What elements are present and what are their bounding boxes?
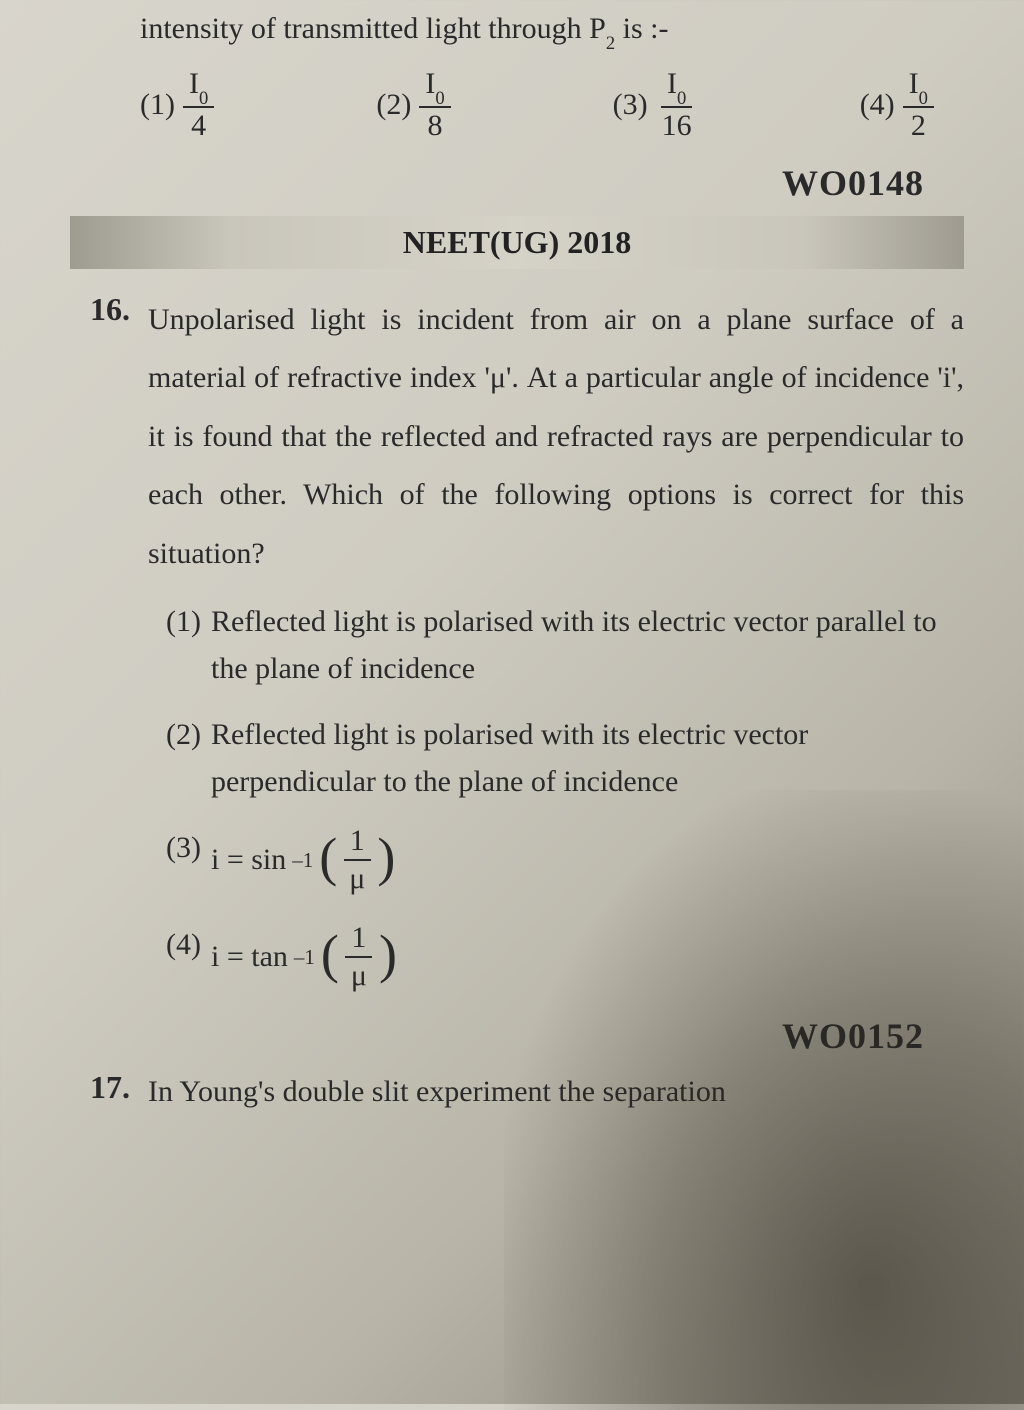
- left-paren-icon: (: [319, 836, 337, 879]
- q17-number: 17.: [70, 1069, 130, 1114]
- fraction: I0 16: [656, 68, 698, 142]
- q15-intro: intensity of transmitted light through P…: [140, 6, 964, 54]
- answer-math: i = sin–1 ( 1 μ ): [211, 825, 395, 894]
- q17: 17. In Young's double slit experiment th…: [70, 1069, 964, 1114]
- q15-intro-sub: 2: [606, 33, 615, 54]
- answer-text: Reflected light is polarised with its el…: [211, 712, 964, 805]
- q17-text: In Young's double slit experiment the se…: [148, 1069, 964, 1114]
- q16: 16. Unpolarised light is incident from a…: [70, 291, 964, 584]
- fraction: I0 4: [183, 68, 214, 142]
- q16-answer-4: (4) i = tan–1 ( 1 μ ): [166, 922, 964, 991]
- option-number: (3): [613, 88, 648, 122]
- right-paren-icon: ): [377, 836, 395, 879]
- q15-option-3: (3) I0 16: [613, 68, 698, 142]
- q15-options: (1) I0 4 (2) I0 8 (3) I0 16 (4) I0 2: [140, 68, 934, 142]
- q16-number: 16.: [70, 291, 130, 584]
- answer-number: (3): [166, 825, 201, 894]
- answer-math: i = tan–1 ( 1 μ ): [211, 922, 397, 991]
- option-number: (4): [860, 88, 895, 122]
- q16-text: Unpolarised light is incident from air o…: [148, 291, 964, 584]
- q15-intro-tail: is :-: [615, 12, 668, 45]
- option-number: (1): [140, 88, 175, 122]
- fraction: I0 2: [903, 68, 934, 142]
- fraction: 1 μ: [345, 922, 373, 991]
- q15-option-1: (1) I0 4: [140, 68, 214, 142]
- answer-number: (1): [166, 599, 201, 692]
- q16-code: WO0152: [70, 1015, 924, 1057]
- option-number: (2): [376, 88, 411, 122]
- q16-answer-3: (3) i = sin–1 ( 1 μ ): [166, 825, 964, 894]
- q16-answers: (1) Reflected light is polarised with it…: [166, 599, 964, 991]
- q16-answer-2: (2) Reflected light is polarised with it…: [166, 712, 964, 805]
- left-paren-icon: (: [321, 933, 339, 976]
- right-paren-icon: ): [379, 933, 397, 976]
- q15-code: WO0148: [70, 162, 924, 204]
- fraction: I0 8: [419, 68, 450, 142]
- q15-option-4: (4) I0 2: [860, 68, 934, 142]
- exam-band: NEET(UG) 2018: [70, 216, 964, 269]
- answer-number: (4): [166, 922, 201, 991]
- answer-number: (2): [166, 712, 201, 805]
- q15-option-2: (2) I0 8: [376, 68, 450, 142]
- q16-answer-1: (1) Reflected light is polarised with it…: [166, 599, 964, 692]
- fraction: 1 μ: [343, 825, 371, 894]
- answer-text: Reflected light is polarised with its el…: [211, 599, 964, 692]
- q15-intro-text: intensity of transmitted light through P: [140, 12, 606, 45]
